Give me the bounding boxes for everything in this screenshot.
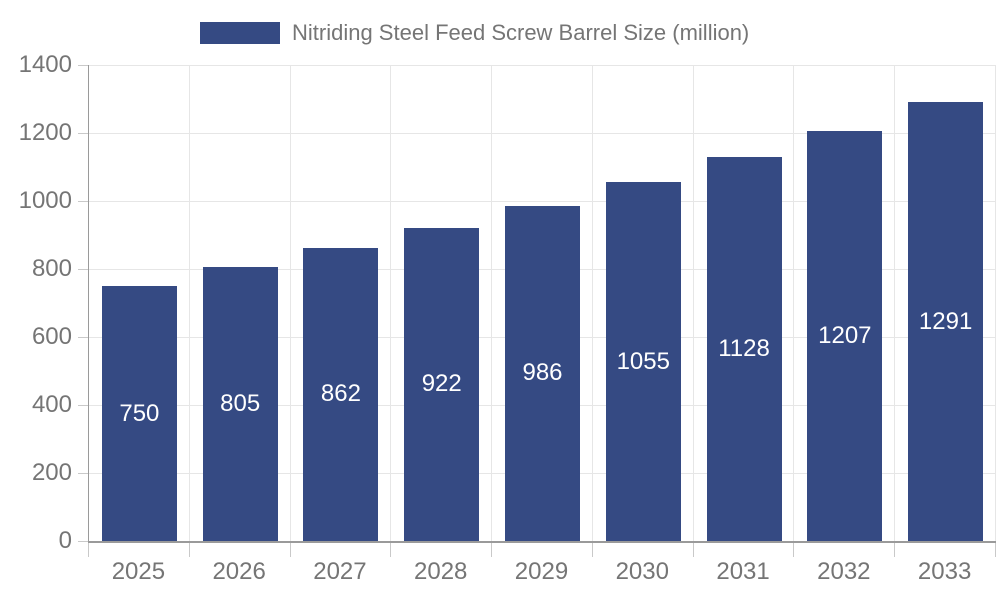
x-tick-mark — [793, 543, 795, 557]
h-gridline — [89, 65, 996, 66]
x-tick-label: 2025 — [111, 558, 166, 585]
bar-value-label: 1207 — [818, 321, 872, 349]
x-tick-label: 2028 — [414, 558, 468, 585]
bar-2031[interactable]: 1128 — [706, 157, 782, 541]
x-tick-mark — [894, 543, 896, 557]
y-tick-mark — [78, 405, 88, 406]
bar-2025[interactable]: 750 — [101, 286, 177, 541]
v-gridline — [591, 65, 593, 541]
v-gridline — [289, 65, 291, 541]
x-tick-mark — [692, 543, 694, 557]
x-tick-mark — [289, 543, 291, 557]
y-tick-mark — [78, 133, 88, 134]
v-gridline — [692, 65, 694, 541]
bar-value-label: 1291 — [918, 307, 973, 335]
bar-2027[interactable]: 862 — [303, 247, 379, 541]
v-gridline — [894, 65, 896, 541]
bar-2033[interactable]: 1291 — [908, 102, 984, 541]
bar-value-label: 1055 — [616, 347, 670, 375]
x-tick-mark — [88, 543, 89, 557]
x-tick-label: 2026 — [212, 558, 266, 585]
bar-value-label: 805 — [220, 390, 261, 418]
v-gridline — [995, 65, 996, 541]
y-tick-label: 1400 — [18, 51, 72, 78]
x-tick-mark — [591, 543, 593, 557]
x-tick-mark — [491, 543, 493, 557]
x-tick-mark — [390, 543, 392, 557]
bar-value-label: 750 — [119, 399, 160, 427]
y-tick-label: 1000 — [18, 187, 72, 214]
bar-2028[interactable]: 922 — [404, 227, 480, 541]
y-tick-label: 1200 — [18, 119, 72, 146]
x-tick-label: 2033 — [917, 558, 972, 585]
v-gridline — [793, 65, 795, 541]
bar-2026[interactable]: 805 — [202, 267, 278, 541]
h-gridline — [89, 133, 996, 134]
v-gridline — [390, 65, 392, 541]
y-tick-mark — [78, 337, 88, 338]
x-tick-label: 2031 — [716, 558, 770, 585]
y-tick-mark — [78, 201, 88, 202]
y-tick-label: 0 — [58, 527, 72, 554]
x-tick-label: 2032 — [817, 558, 871, 585]
bar-value-label: 922 — [421, 370, 462, 398]
x-tick-label: 2027 — [313, 558, 367, 585]
y-tick-mark — [78, 473, 88, 474]
legend[interactable]: Nitriding Steel Feed Screw Barrel Size (… — [200, 20, 749, 46]
x-tick-mark — [995, 543, 996, 557]
v-gridline — [188, 65, 190, 541]
plot-area: 750 805 862 922 986 1055 1128 1207 1291 — [88, 65, 996, 543]
y-tick-label: 800 — [31, 255, 72, 282]
bar-value-label: 862 — [320, 380, 361, 408]
y-tick-mark — [78, 65, 88, 66]
y-tick-mark — [78, 269, 88, 270]
x-tick-mark — [188, 543, 190, 557]
x-tick-label: 2030 — [615, 558, 669, 585]
legend-swatch — [200, 22, 280, 44]
h-gridline — [89, 201, 996, 202]
v-gridline — [491, 65, 493, 541]
y-tick-label: 600 — [31, 323, 72, 350]
x-tick-label: 2029 — [514, 558, 569, 585]
bar-value-label: 986 — [522, 359, 563, 387]
bar-2032[interactable]: 1207 — [807, 130, 883, 541]
bar-2030[interactable]: 1055 — [605, 182, 681, 541]
y-tick-mark — [78, 541, 88, 542]
bar-2029[interactable]: 986 — [505, 205, 580, 541]
y-tick-label: 200 — [31, 459, 72, 486]
legend-label: Nitriding Steel Feed Screw Barrel Size (… — [292, 20, 750, 45]
bar-value-label: 1128 — [718, 335, 770, 363]
y-tick-label: 400 — [31, 391, 72, 418]
